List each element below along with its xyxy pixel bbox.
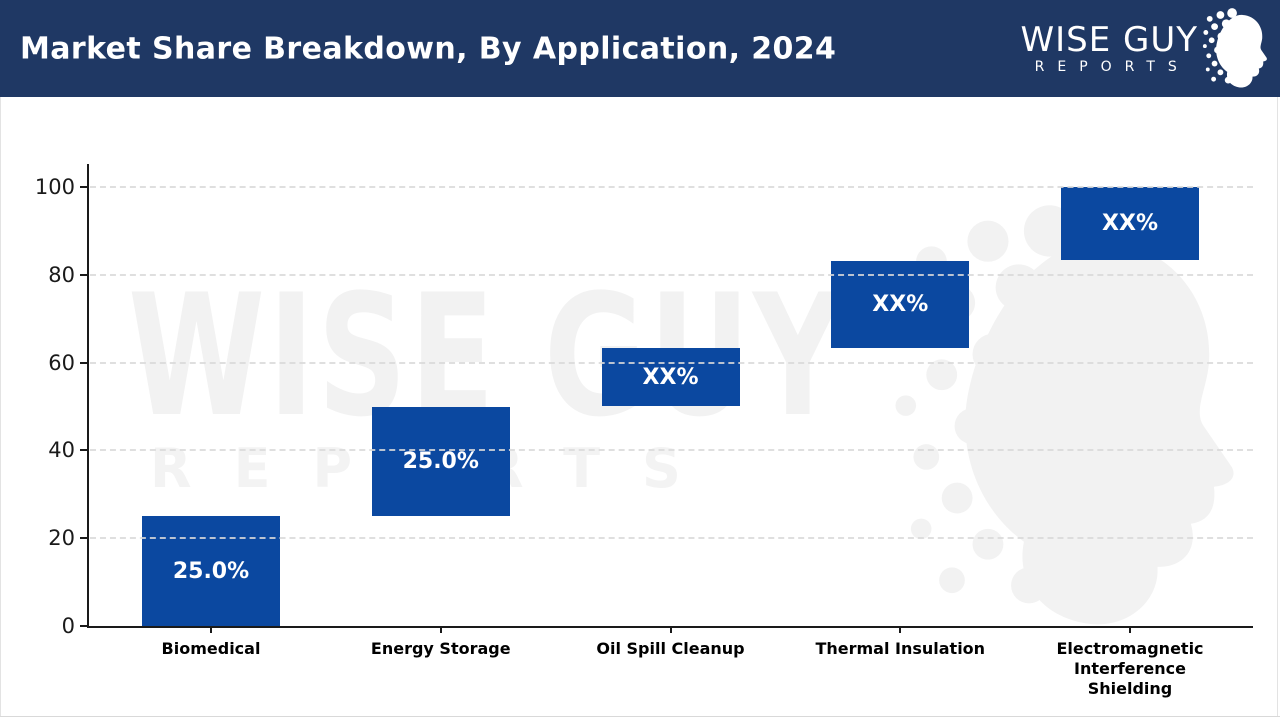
y-tick-100 xyxy=(80,186,88,188)
logo-wordmark: WISE GUY xyxy=(1020,19,1198,60)
x-tick-oil-spill-cleanup xyxy=(669,627,672,633)
y-tick-label-0: 0 xyxy=(61,614,75,638)
y-tick-label-20: 20 xyxy=(48,526,75,551)
bar-value-label-thermal-insulation: XX% xyxy=(872,291,929,317)
x-tick-biomedical xyxy=(210,627,212,633)
page-title: Market Share Breakdown, By Application, … xyxy=(20,31,837,66)
bar-biomedical xyxy=(142,516,280,626)
bar-energy-storage xyxy=(371,406,510,517)
gridline-20 xyxy=(90,537,1253,540)
y-tick-80 xyxy=(80,273,88,276)
y-axis-line xyxy=(87,164,89,628)
x-tick-label-electromagnetic-interference-shielding: Electromagnetic Interference Shielding xyxy=(1056,639,1204,698)
gridline-80 xyxy=(90,273,1253,276)
logo-face-icon xyxy=(1202,8,1267,88)
bar-oil-spill-cleanup xyxy=(601,347,740,407)
bar-value-label-energy-storage: 25.0% xyxy=(402,448,479,474)
y-tick-0 xyxy=(80,625,88,627)
bar-value-label-oil-spill-cleanup: XX% xyxy=(642,364,699,390)
x-tick-label-thermal-insulation: Thermal Insulation xyxy=(815,639,986,658)
plot-area: 25.0% Biomedical 25.0% Energy Storage XX% Oil… xyxy=(0,97,1280,720)
logo-text: WISE GUY REPORTS xyxy=(1020,19,1198,76)
y-tick-60 xyxy=(80,361,88,364)
x-tick-thermal-insulation xyxy=(899,627,902,633)
x-tick-label-energy-storage: Energy Storage xyxy=(370,639,511,658)
y-tick-40 xyxy=(80,449,88,452)
y-tick-label-100: 100 xyxy=(34,175,75,199)
gridline-60 xyxy=(90,361,1253,364)
left-border-line xyxy=(0,97,1,716)
bar-electromagnetic-interference-shielding xyxy=(1061,187,1199,261)
x-tick-energy-storage xyxy=(439,627,442,633)
gridline-100 xyxy=(90,186,1253,188)
y-tick-label-80: 80 xyxy=(48,262,75,287)
right-border-line xyxy=(1277,97,1278,716)
header-bar: Market Share Breakdown, By Application, … xyxy=(0,0,1280,97)
y-tick-label-40: 40 xyxy=(48,438,75,463)
bottom-border-line xyxy=(0,716,1280,717)
bar-value-label-biomedical: 25.0% xyxy=(172,558,250,584)
y-tick-20 xyxy=(80,537,88,540)
y-tick-label-60: 60 xyxy=(48,350,75,375)
logo-subtext: REPORTS xyxy=(1034,59,1190,76)
x-tick-electromagnetic-interference-shielding xyxy=(1129,627,1131,633)
x-tick-label-oil-spill-cleanup: Oil Spill Cleanup xyxy=(596,639,745,658)
bar-value-label-electromagnetic-interference-shielding: XX% xyxy=(1102,211,1158,237)
x-axis-line xyxy=(87,626,1253,628)
x-tick-label-biomedical: Biomedical xyxy=(161,639,261,658)
gridline-40 xyxy=(90,449,1253,452)
wise-guy-logo: WISE GUY REPORTS xyxy=(1020,4,1270,94)
